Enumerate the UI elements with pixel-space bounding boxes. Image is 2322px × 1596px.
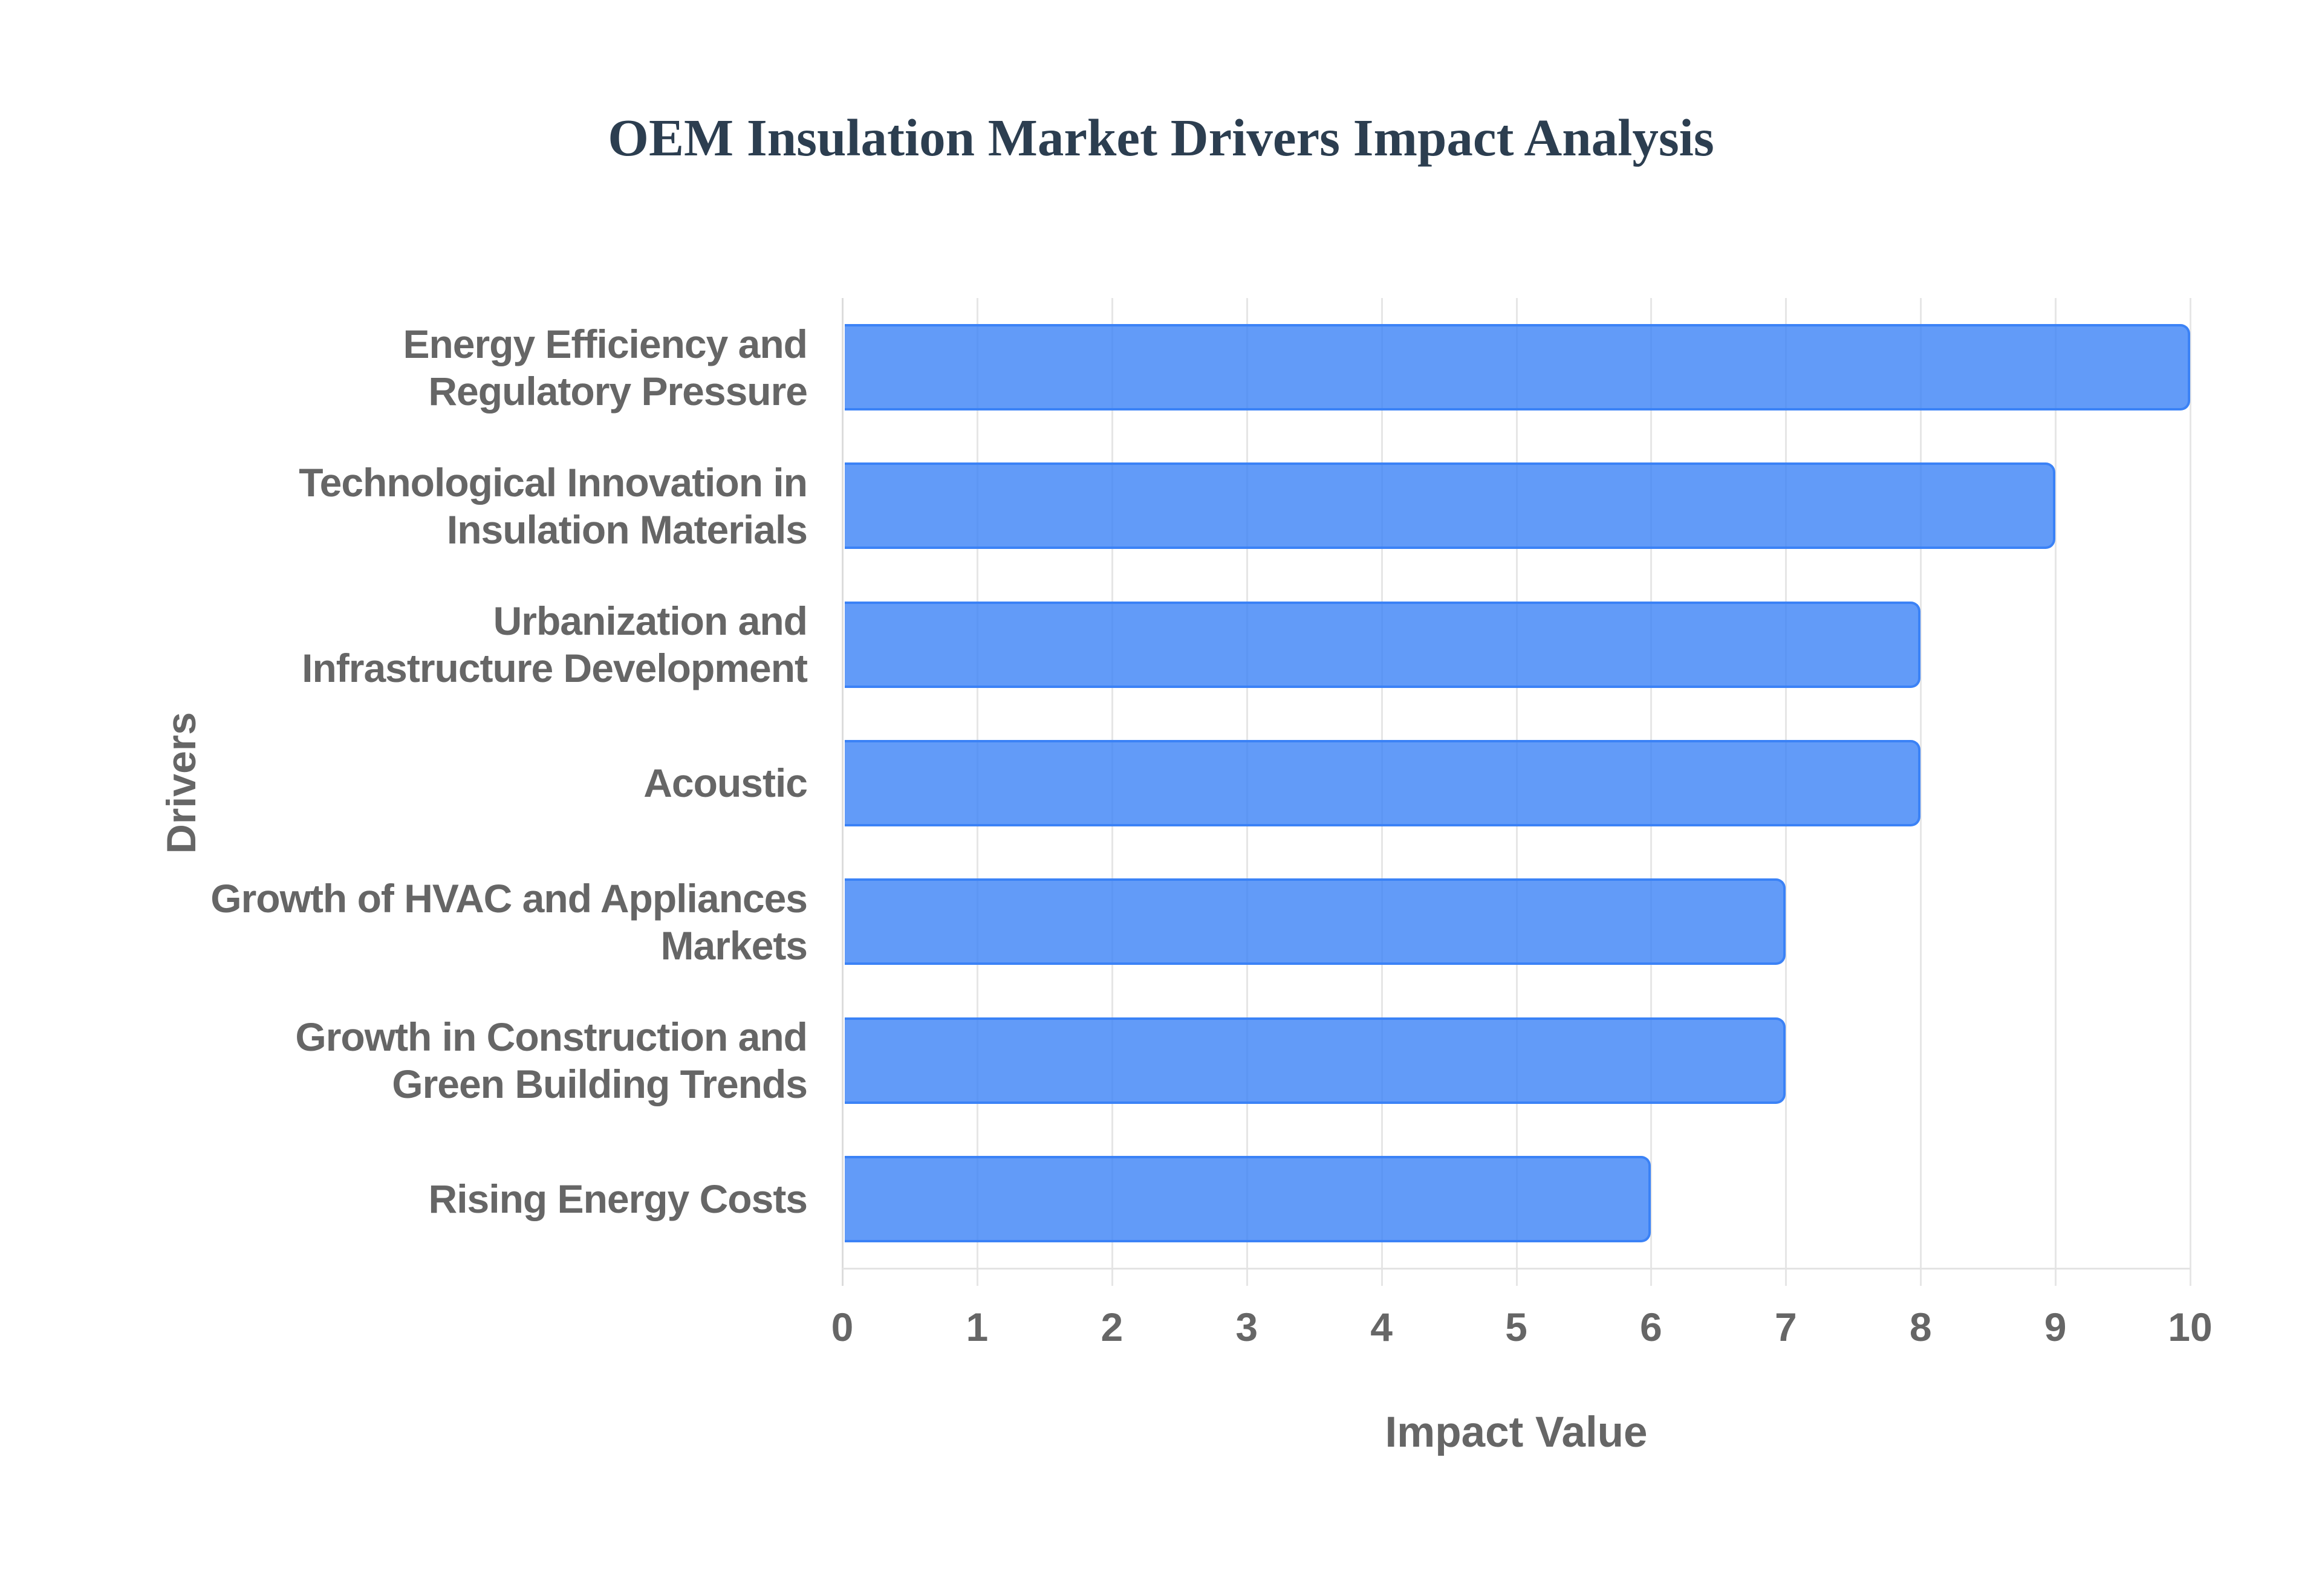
x-tick-label: 1 bbox=[966, 1305, 989, 1349]
y-tick-label-line: Growth in Construction and bbox=[295, 1014, 808, 1060]
bar[interactable] bbox=[845, 324, 2190, 411]
gridline-x-10 bbox=[2190, 298, 2191, 1286]
x-tick-label: 4 bbox=[1370, 1305, 1393, 1349]
y-tick-label-line: Green Building Trends bbox=[392, 1062, 808, 1107]
bar[interactable] bbox=[845, 462, 2056, 550]
bar[interactable] bbox=[845, 1017, 1786, 1104]
y-tick-label: Technological Innovation in Insulation Ma… bbox=[21, 436, 808, 575]
gridline-x-0 bbox=[842, 298, 844, 1286]
x-axis-line bbox=[842, 1268, 2190, 1270]
y-tick-label-line: Energy Efficiency and bbox=[403, 321, 808, 366]
x-tick-label: 5 bbox=[1505, 1305, 1527, 1349]
bar[interactable] bbox=[845, 878, 1786, 965]
x-tick-label: 3 bbox=[1235, 1305, 1258, 1349]
y-tick-label-line: Technological Innovation in bbox=[299, 459, 808, 505]
y-tick-label-line: Markets bbox=[660, 923, 808, 968]
y-tick-label-line: Urbanization and bbox=[493, 598, 808, 644]
y-tick-label-line: Regulatory Pressure bbox=[428, 368, 808, 414]
bar[interactable] bbox=[845, 740, 1921, 826]
x-tick-label: 7 bbox=[1774, 1305, 1797, 1349]
y-tick-label: Growth in Construction and Green Building… bbox=[21, 991, 808, 1129]
y-tick-label: Acoustic bbox=[21, 714, 808, 852]
bar[interactable] bbox=[845, 1155, 1651, 1242]
x-tick-label: 10 bbox=[2168, 1305, 2213, 1349]
x-tick-label: 8 bbox=[1909, 1305, 1932, 1349]
y-tick-label-line: Insulation Materials bbox=[446, 507, 808, 552]
plot-area bbox=[842, 298, 2191, 1286]
gridline-x-8 bbox=[1920, 298, 1922, 1286]
y-tick-label: Growth of HVAC and Appliances Markets bbox=[21, 852, 808, 991]
gridline-x-9 bbox=[2055, 298, 2057, 1286]
x-tick-label: 6 bbox=[1640, 1305, 1662, 1349]
y-tick-label: Rising Energy Costs bbox=[21, 1130, 808, 1268]
x-axis-title: Impact Value bbox=[1385, 1409, 1648, 1456]
x-tick-label: 0 bbox=[831, 1305, 854, 1349]
y-tick-label-line: Infrastructure Development bbox=[302, 646, 808, 691]
y-tick-label-line: Growth of HVAC and Appliances bbox=[210, 875, 808, 921]
bar[interactable] bbox=[845, 601, 1921, 688]
y-tick-label-line: Acoustic bbox=[643, 761, 808, 806]
chart-title: OEM Insulation Market Drivers Impact Ana… bbox=[608, 108, 1714, 167]
x-tick-label: 9 bbox=[2044, 1305, 2067, 1349]
x-tick-label: 2 bbox=[1101, 1305, 1124, 1349]
y-tick-label: Energy Efficiency and Regulatory Pressure bbox=[21, 298, 808, 436]
y-tick-label: Urbanization and Infrastructure Developme… bbox=[21, 576, 808, 714]
y-tick-label-line: Rising Energy Costs bbox=[428, 1176, 808, 1222]
